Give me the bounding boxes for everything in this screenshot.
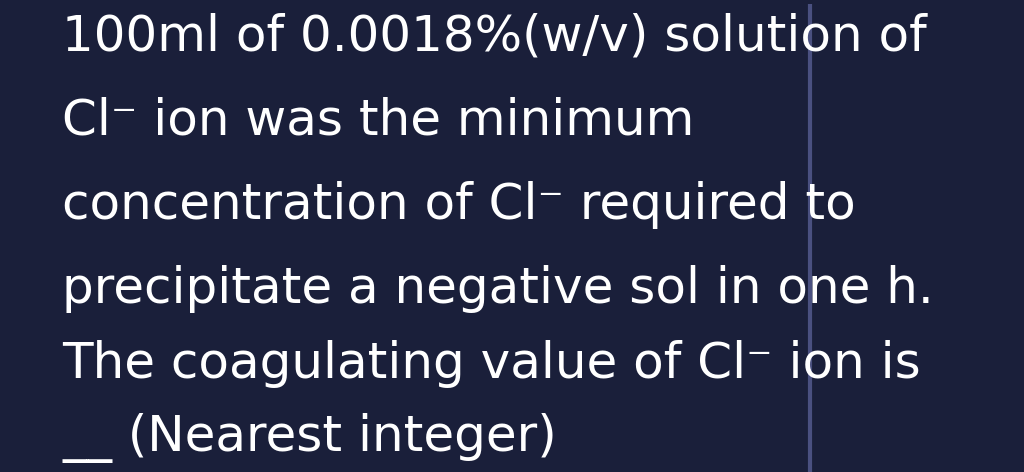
- Text: Cl⁻ ion was the minimum: Cl⁻ ion was the minimum: [62, 97, 694, 145]
- Text: The coagulating value of Cl⁻ ion is: The coagulating value of Cl⁻ ion is: [62, 340, 921, 388]
- Text: 100ml of 0.0018%(w/v) solution of: 100ml of 0.0018%(w/v) solution of: [62, 12, 927, 60]
- Text: concentration of Cl⁻ required to: concentration of Cl⁻ required to: [62, 181, 856, 229]
- Text: precipitate a negative sol in one h.: precipitate a negative sol in one h.: [62, 265, 934, 313]
- Text: __ (Nearest integer): __ (Nearest integer): [62, 413, 557, 463]
